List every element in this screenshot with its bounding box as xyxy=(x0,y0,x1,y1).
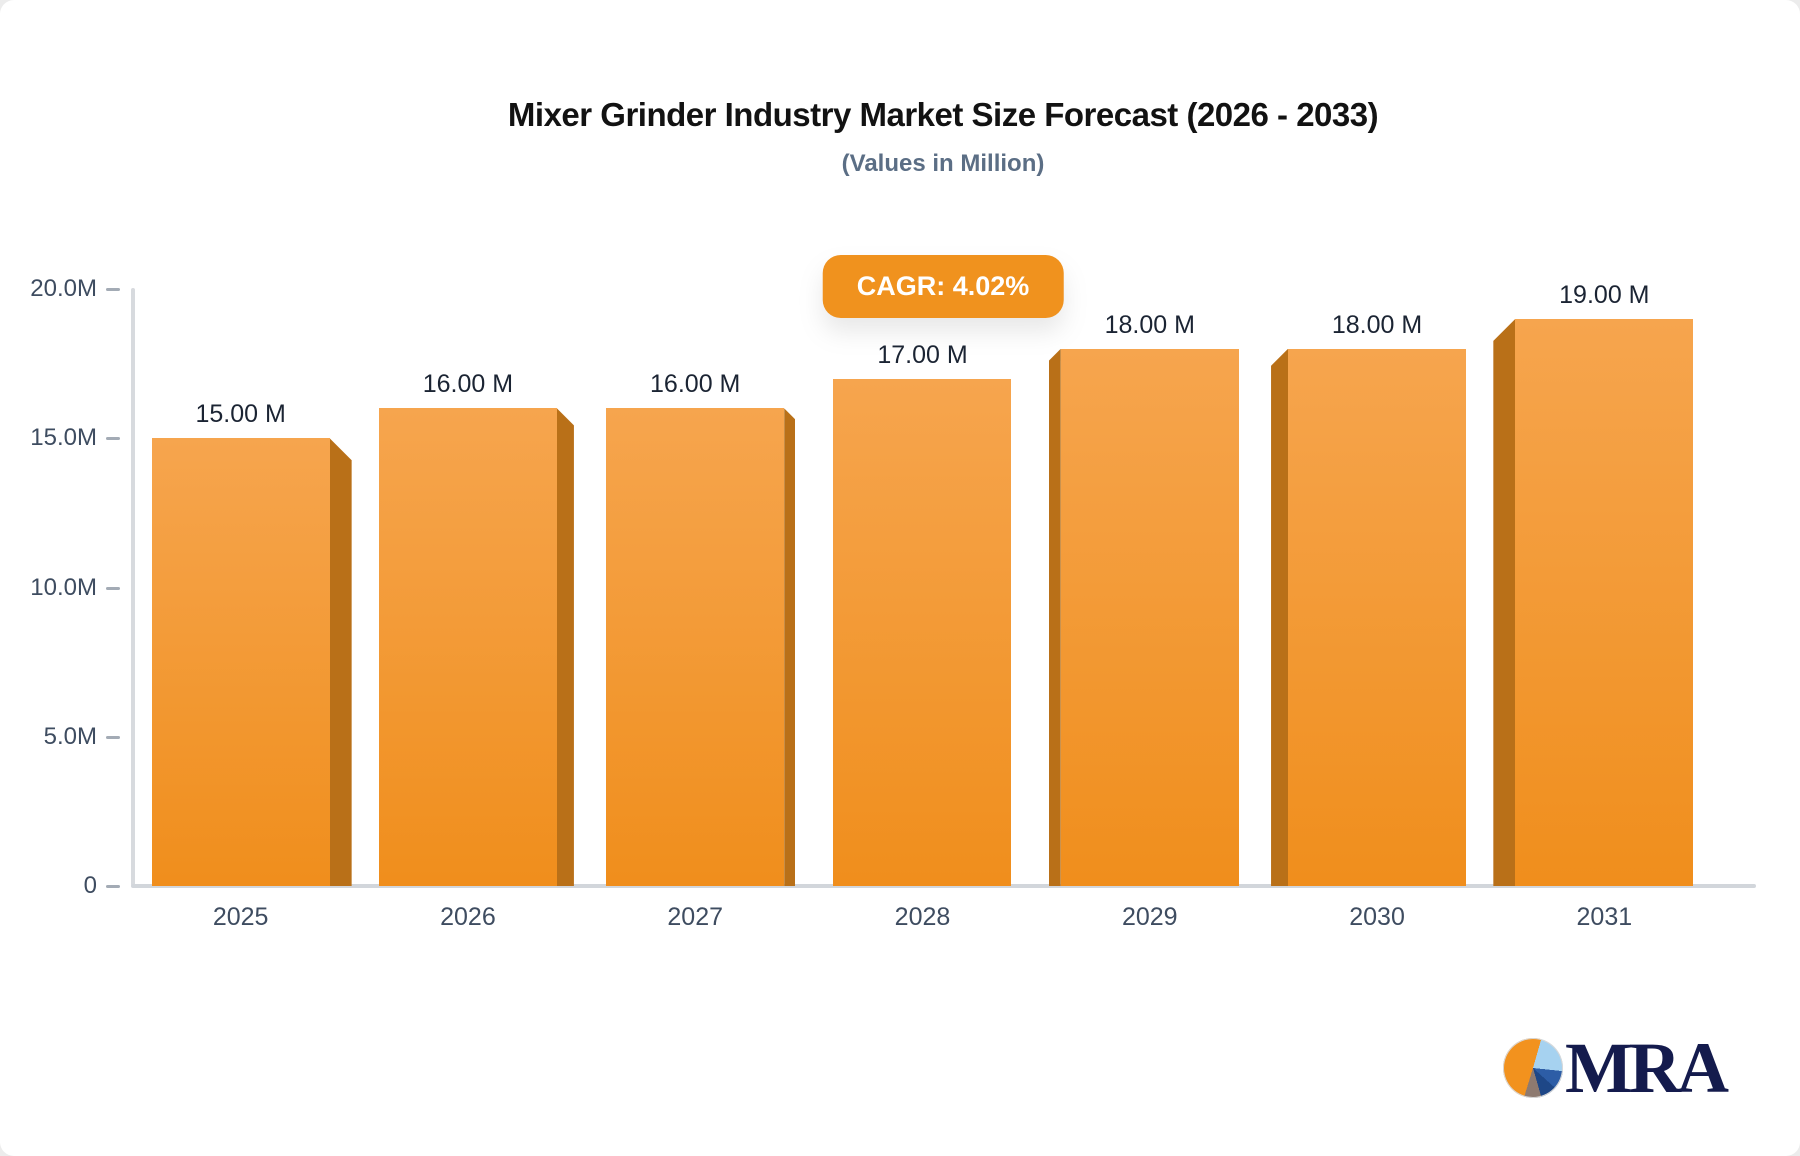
bar-3d-side xyxy=(784,408,796,886)
bar-3d-side xyxy=(556,408,574,886)
cagr-badge: CAGR: 4.02% xyxy=(822,255,1064,318)
x-tick-label-2027: 2027 xyxy=(667,903,724,931)
bar-2031: 19.00 M xyxy=(1493,281,1694,886)
bar-group-2030: 18.00 M xyxy=(1263,289,1490,886)
bar-2030: 18.00 M xyxy=(1271,311,1467,886)
bar-group-2026: 16.00 M xyxy=(354,289,581,886)
bar-group-2025: 15.00 M xyxy=(127,289,354,886)
bar-3d-side xyxy=(1048,348,1061,886)
x-tick-label-2025: 2025 xyxy=(212,903,269,931)
bar-group-2028: 17.00 M xyxy=(809,289,1036,886)
bar-3d-side xyxy=(1493,318,1516,886)
y-tick-mark xyxy=(106,736,120,739)
logo-text: MRA xyxy=(1565,1028,1729,1108)
y-tick-mark xyxy=(106,885,120,888)
bar-3d-side xyxy=(1271,348,1289,886)
y-axis-line xyxy=(131,288,135,886)
y-tick-label-20m: 20.0M xyxy=(30,275,97,302)
y-tick-label-5m: 5.0M xyxy=(43,723,97,750)
x-axis: 2025 2026 2027 2028 2029 2030 2031 xyxy=(127,903,1718,932)
x-tick-label-2031: 2031 xyxy=(1576,903,1633,931)
plot-area: 15.00 M 16.00 M 16.00 M 17.00 M 18.00 M xyxy=(127,281,1718,886)
y-tick-mark xyxy=(106,587,120,590)
y-tick-label-10m: 10.0M xyxy=(30,574,97,601)
x-tick-label-2026: 2026 xyxy=(440,903,496,931)
bar-value-label: 17.00 M xyxy=(877,340,968,369)
bar-group-2027: 16.00 M xyxy=(582,289,809,886)
bar-3d-side xyxy=(329,438,352,886)
chart-subtitle: (Values in Million) xyxy=(841,150,1045,177)
y-tick-mark xyxy=(106,437,120,440)
bar-2026: 16.00 M xyxy=(378,370,574,886)
y-tick-label-0: 0 xyxy=(83,872,97,899)
y-tick-label-15m: 15.0M xyxy=(30,424,97,451)
bar-group-2031: 19.00 M xyxy=(1491,281,1718,886)
bar-2029: 18.00 M xyxy=(1048,311,1239,886)
y-tick-mark xyxy=(106,288,120,291)
bar-value-label: 18.00 M xyxy=(1331,310,1423,339)
pie-chart-logo-icon xyxy=(1503,1038,1563,1098)
bar-2028: 17.00 M xyxy=(833,341,1012,886)
bar-value-label: 16.00 M xyxy=(422,370,514,399)
bar-value-label: 15.00 M xyxy=(195,400,286,429)
bar-2025: 15.00 M xyxy=(151,400,352,886)
x-axis-line xyxy=(131,884,1756,888)
x-tick-label-2028: 2028 xyxy=(894,903,951,931)
x-tick-label-2030: 2030 xyxy=(1349,903,1405,931)
bar-value-label: 18.00 M xyxy=(1104,310,1195,339)
bar-group-2029: 18.00 M xyxy=(1036,289,1263,886)
bar-value-label: 19.00 M xyxy=(1559,280,1650,309)
bar-value-label: 16.00 M xyxy=(650,370,741,399)
chart-title: Mixer Grinder Industry Market Size Forec… xyxy=(507,96,1379,133)
bar-2027: 16.00 M xyxy=(606,370,796,886)
x-tick-label-2029: 2029 xyxy=(1121,903,1178,931)
brand-logo: MRA xyxy=(1503,1028,1729,1108)
